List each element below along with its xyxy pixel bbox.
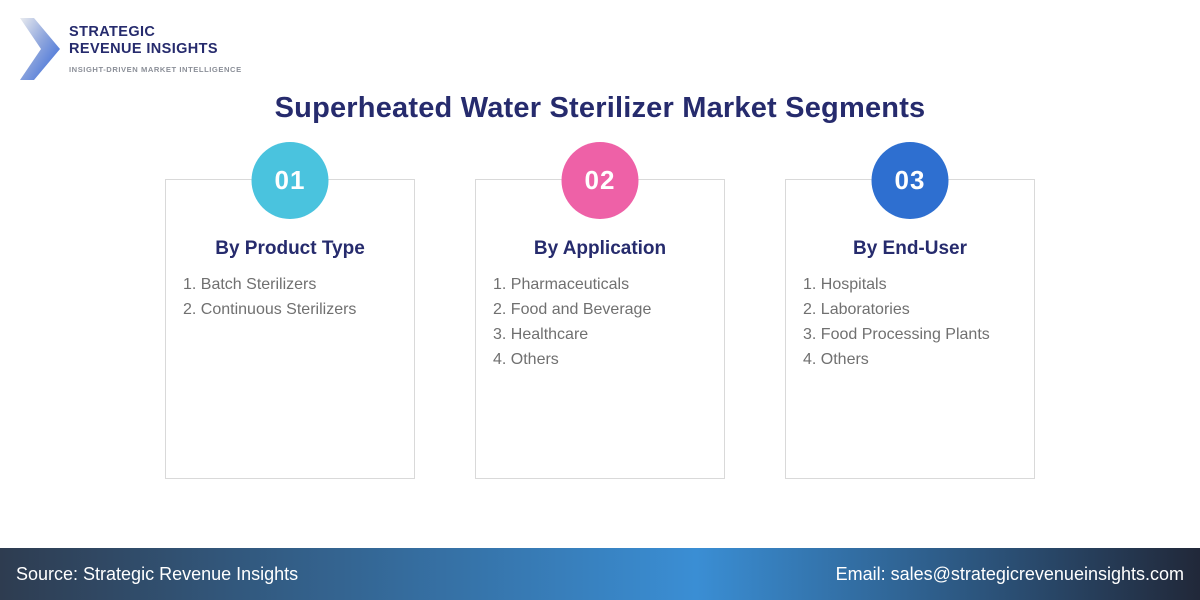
segment-cards: 01 By Product Type 1. Batch Sterilizers 2… xyxy=(165,142,1035,479)
page-title: Superheated Water Sterilizer Market Segm… xyxy=(274,92,926,124)
card-item-list: 1. Pharmaceuticals 2. Food and Beverage 3.… xyxy=(476,272,724,372)
brand-tagline: INSIGHT-DRIVEN MARKET INTELLIGENCE xyxy=(69,64,242,74)
card-item-list: 1. Hospitals 2. Laboratories 3. Food Proce… xyxy=(786,272,1034,372)
segment-card: 01 By Product Type 1. Batch Sterilizers 2… xyxy=(165,142,415,479)
card-item-list: 1. Batch Sterilizers 2. Continuous Steril… xyxy=(166,272,414,322)
card-list-item: 3. Food Processing Plants xyxy=(803,326,990,343)
card-list-item: 3. Healthcare xyxy=(493,326,589,343)
card-list-item: 1. Batch Sterilizers xyxy=(183,276,317,293)
card-number-badge: 03 xyxy=(871,142,949,219)
card-list-item: 2. Food and Beverage xyxy=(493,301,652,318)
segment-card: 02 By Application 1. Pharmaceuticals 2. F… xyxy=(475,142,725,479)
brand-logo-text: STRATEGIC REVENUE INSIGHTS INSIGHT-DRIVE… xyxy=(69,24,242,73)
brand-logo: STRATEGIC REVENUE INSIGHTS INSIGHT-DRIVE… xyxy=(20,18,242,80)
chevron-logo-icon xyxy=(20,18,60,80)
segment-card: 03 By End-User 1. Hospitals 2. Laboratori… xyxy=(785,142,1035,479)
brand-name-line2: REVENUE INSIGHTS xyxy=(69,41,219,57)
card-list-item: 2. Continuous Sterilizers xyxy=(183,301,357,318)
card-list-item: 2. Laboratories xyxy=(803,301,910,318)
card-number-badge: 01 xyxy=(251,142,329,219)
card-number-badge: 02 xyxy=(561,142,639,219)
card-list-item: 4. Others xyxy=(803,351,869,368)
footer-email-text: Email: sales@strategicrevenueinsights.co… xyxy=(835,563,1184,584)
card-heading: By Product Type xyxy=(215,238,365,259)
card-list-item: 4. Others xyxy=(493,351,559,368)
card-list-item: 1. Hospitals xyxy=(803,276,887,293)
brand-name-line1: STRATEGIC xyxy=(69,24,156,41)
card-heading: By Application xyxy=(533,238,667,259)
card-heading: By End-User xyxy=(852,238,968,259)
footer-bar: Source: Strategic Revenue Insights Email… xyxy=(0,548,1200,600)
footer-source-text: Source: Strategic Revenue Insights xyxy=(16,563,299,584)
card-list-item: 1. Pharmaceuticals xyxy=(493,276,630,293)
